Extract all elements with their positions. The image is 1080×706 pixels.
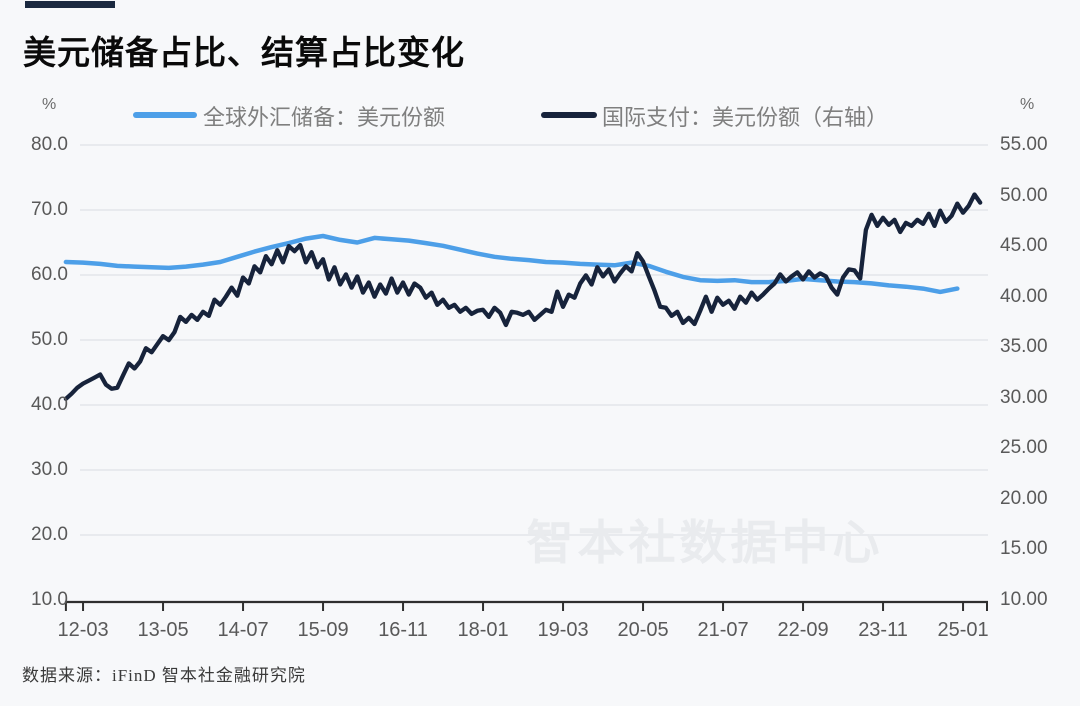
- y-axis-right-label: 45.00: [1000, 235, 1048, 257]
- x-axis-label: 15-09: [297, 619, 349, 641]
- reserve-share-line: [63, 233, 960, 295]
- legend-label-reserve-share: 全球外汇储备：美元份额: [203, 105, 446, 130]
- data-source-note: 数据来源：iFinD 智本社金融研究院: [22, 666, 306, 685]
- x-axis-label: 12-03: [57, 619, 109, 641]
- legend-line-reserve-share: [133, 112, 197, 118]
- watermark: 智本社数据中心: [526, 516, 884, 569]
- y-axis-right-label: 30.00: [1000, 386, 1048, 408]
- x-axis-label: 14-07: [217, 619, 269, 641]
- y-axis-right-label: 55.00: [1000, 134, 1048, 155]
- y-axis-left-label: 60.0: [31, 264, 68, 285]
- y-axis-right-label: 25.00: [1000, 437, 1048, 459]
- payments-share-line: [63, 192, 983, 401]
- x-axis-label: 13-05: [137, 619, 189, 641]
- legend-label-payments-share: 国际支付：美元份额（右轴）: [602, 105, 889, 130]
- chart-title: 美元储备占比、结算占比变化: [23, 34, 465, 71]
- y-axis-left-label: 40.0: [31, 394, 68, 415]
- legend-line-payments-share: [541, 112, 597, 118]
- y-axis-right-label: 15.00: [1000, 538, 1048, 560]
- x-axis-label: 21-07: [697, 619, 749, 641]
- x-axis-label: 22-09: [777, 619, 829, 641]
- y-axis-left-label: 80.0: [31, 134, 68, 155]
- x-axis-label: 25-01: [937, 619, 989, 641]
- y-axis-left-label: 70.0: [31, 199, 68, 220]
- left-axis-unit: %: [42, 96, 57, 113]
- y-axis-left-label: 10.0: [31, 589, 68, 610]
- accent-bar: [25, 1, 115, 8]
- y-axis-left-label: 20.0: [31, 524, 68, 545]
- x-axis-label: 18-01: [457, 619, 509, 641]
- y-axis-right-label: 50.00: [1000, 184, 1048, 206]
- y-axis-right-label: 35.00: [1000, 336, 1048, 358]
- x-axis-label: 20-05: [617, 619, 669, 641]
- right-axis-unit: %: [1020, 96, 1035, 113]
- y-axis-left-label: 50.0: [31, 329, 68, 350]
- x-axis-label: 16-11: [378, 619, 428, 641]
- y-axis-right-label: 20.00: [1000, 487, 1048, 509]
- x-axis-label: 19-03: [537, 619, 589, 641]
- x-axis-label: 23-11: [858, 619, 908, 641]
- y-axis-left-label: 30.0: [31, 459, 68, 480]
- y-axis-right-label: 40.00: [1000, 285, 1048, 307]
- y-axis-right-label: 10.00: [1000, 589, 1048, 610]
